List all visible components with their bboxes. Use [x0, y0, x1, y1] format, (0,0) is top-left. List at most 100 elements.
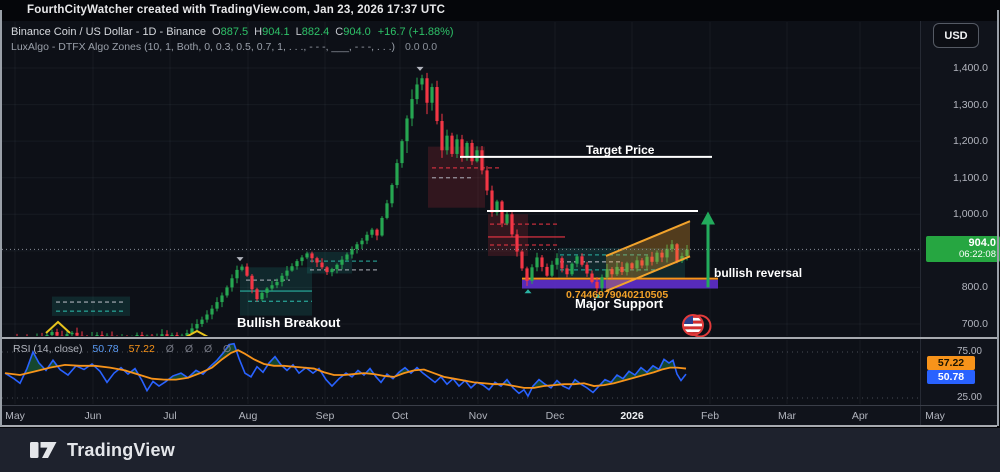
candle [510, 214, 513, 234]
chart-canvas[interactable] [0, 0, 1000, 472]
high-label: H [254, 26, 262, 38]
demand-zone [52, 297, 130, 316]
indicator-params: (10, 1, Both, 0, 0.3, 0.5, 0.7, 1, . . .… [144, 41, 395, 53]
candle [415, 84, 418, 99]
candle [430, 87, 433, 103]
candle [305, 253, 308, 257]
bullish-breakout-label[interactable]: Bullish Breakout [237, 315, 340, 330]
tradingview-logo[interactable]: TradingView [28, 439, 175, 461]
candle [325, 267, 328, 272]
symbol-title: Binance Coin / US Dollar - 1D - Binance [11, 26, 206, 38]
pane-separator[interactable] [0, 337, 997, 339]
rsi-muted-values: Ø Ø Ø Ø [166, 343, 235, 355]
rsi-ma-badge: 57.22 [927, 356, 975, 370]
candle [380, 218, 383, 236]
time-axis-label: May [915, 410, 955, 422]
candle [460, 139, 463, 157]
time-axis-label: Jun [73, 410, 113, 422]
candle [330, 269, 333, 272]
time-axis-label: May [0, 410, 35, 422]
candle [75, 333, 78, 336]
major-support-label[interactable]: Major Support [575, 296, 663, 311]
right-frame-edge [997, 10, 999, 426]
price-axis-label: 800.0 [924, 281, 988, 293]
rsi-title: RSI (14, close) [13, 343, 82, 355]
rsi-legend[interactable]: RSI (14, close) 50.78 57.22 Ø Ø Ø Ø [13, 343, 235, 355]
candle [320, 263, 323, 268]
candle [295, 261, 298, 266]
candle [310, 253, 313, 258]
candle [30, 339, 33, 341]
candle [525, 268, 528, 280]
candle [485, 170, 488, 190]
time-axis-label: Sep [305, 410, 345, 422]
candle [555, 258, 558, 265]
candle [340, 260, 343, 265]
close-value: 904.0 [343, 26, 371, 38]
candle [390, 185, 393, 203]
candle [225, 287, 228, 295]
candle [385, 203, 388, 218]
candle [595, 282, 598, 288]
candle [535, 257, 538, 267]
candle [410, 99, 413, 118]
time-axis-label: Dec [535, 410, 575, 422]
candle [265, 289, 268, 293]
candle [260, 293, 263, 299]
rsi-axis-25: 25.00 [930, 392, 982, 403]
currency-usd-button[interactable]: USD [933, 23, 979, 48]
price-axis-label: 1,000.0 [924, 208, 988, 220]
candle [270, 285, 273, 288]
candle [220, 295, 223, 302]
candle [530, 267, 533, 281]
candle [50, 332, 53, 335]
candle [465, 143, 468, 158]
candle [275, 282, 278, 285]
candle [240, 267, 243, 270]
candle [505, 214, 508, 223]
time-axis-label: Mar [767, 410, 807, 422]
candle [590, 274, 593, 282]
last-price-badge: 904.0 06:22:08 [926, 236, 1000, 262]
candle [335, 265, 338, 269]
candle [400, 141, 403, 163]
symbol-legend[interactable]: Binance Coin / US Dollar - 1D - Binance O… [11, 26, 454, 38]
candle [570, 264, 573, 275]
target-price-label[interactable]: Target Price [586, 143, 654, 157]
tradingview-logo-icon [28, 439, 58, 461]
time-axis-label: Aug [228, 410, 268, 422]
candle [210, 309, 213, 315]
rsi-badge: 50.78 [927, 370, 975, 384]
price-pane[interactable] [2, 22, 935, 346]
candle [315, 258, 318, 262]
indicator-title: LuxAlgo - DTFX Algo Zones [11, 41, 141, 53]
candle [575, 256, 578, 263]
candle [375, 230, 378, 236]
candle [345, 255, 348, 260]
candle [55, 332, 58, 336]
price-axis-label: 700.0 [924, 318, 988, 330]
last-price-value: 904.0 [926, 238, 996, 249]
bullish-reversal-label[interactable]: bullish reversal [714, 266, 802, 280]
open-label: O [212, 26, 221, 38]
candle [420, 78, 423, 84]
candle [70, 333, 73, 334]
candle [250, 276, 253, 290]
candle [540, 257, 543, 267]
tradingview-chart-window: FourthCityWatcher created with TradingVi… [0, 0, 1000, 472]
indicator-legend[interactable]: LuxAlgo - DTFX Algo Zones (10, 1, Both, … [11, 41, 437, 53]
down-marker [237, 257, 244, 261]
rsi-ma-value: 57.22 [129, 343, 155, 355]
change-value: +16.7 (+1.88%) [378, 26, 454, 38]
candle [520, 252, 523, 269]
candle [215, 302, 218, 309]
indicator-values: 0.0 0.0 [405, 41, 437, 53]
price-axis-label: 1,100.0 [924, 172, 988, 184]
candle [585, 265, 588, 274]
candle [245, 267, 248, 276]
left-frame-edge [0, 10, 2, 426]
candle [550, 265, 553, 276]
footer-bar: TradingView [0, 428, 1000, 472]
candle [455, 139, 458, 154]
candle [355, 244, 358, 249]
